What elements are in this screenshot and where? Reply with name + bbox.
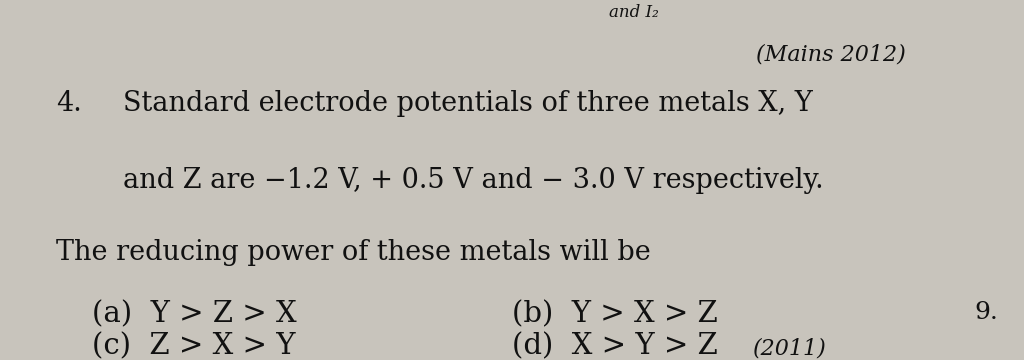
Text: (Mains 2012): (Mains 2012) [757,43,906,65]
Text: 4.: 4. [56,90,82,117]
Text: (c)  Z > X > Y: (c) Z > X > Y [92,332,296,360]
Text: (a)  Y > Z > X: (a) Y > Z > X [92,301,297,329]
Text: The reducing power of these metals will be: The reducing power of these metals will … [56,239,651,266]
Text: 9.: 9. [975,301,998,324]
Text: (d)  X > Y > Z: (d) X > Y > Z [512,332,718,360]
Text: (2011): (2011) [753,338,826,360]
Text: and Z are −1.2 V, + 0.5 V and − 3.0 V respectively.: and Z are −1.2 V, + 0.5 V and − 3.0 V re… [123,167,823,194]
Text: (b)  Y > X > Z: (b) Y > X > Z [512,301,718,329]
Text: and I₂: and I₂ [609,4,659,21]
Text: Standard electrode potentials of three metals X, Y: Standard electrode potentials of three m… [123,90,813,117]
